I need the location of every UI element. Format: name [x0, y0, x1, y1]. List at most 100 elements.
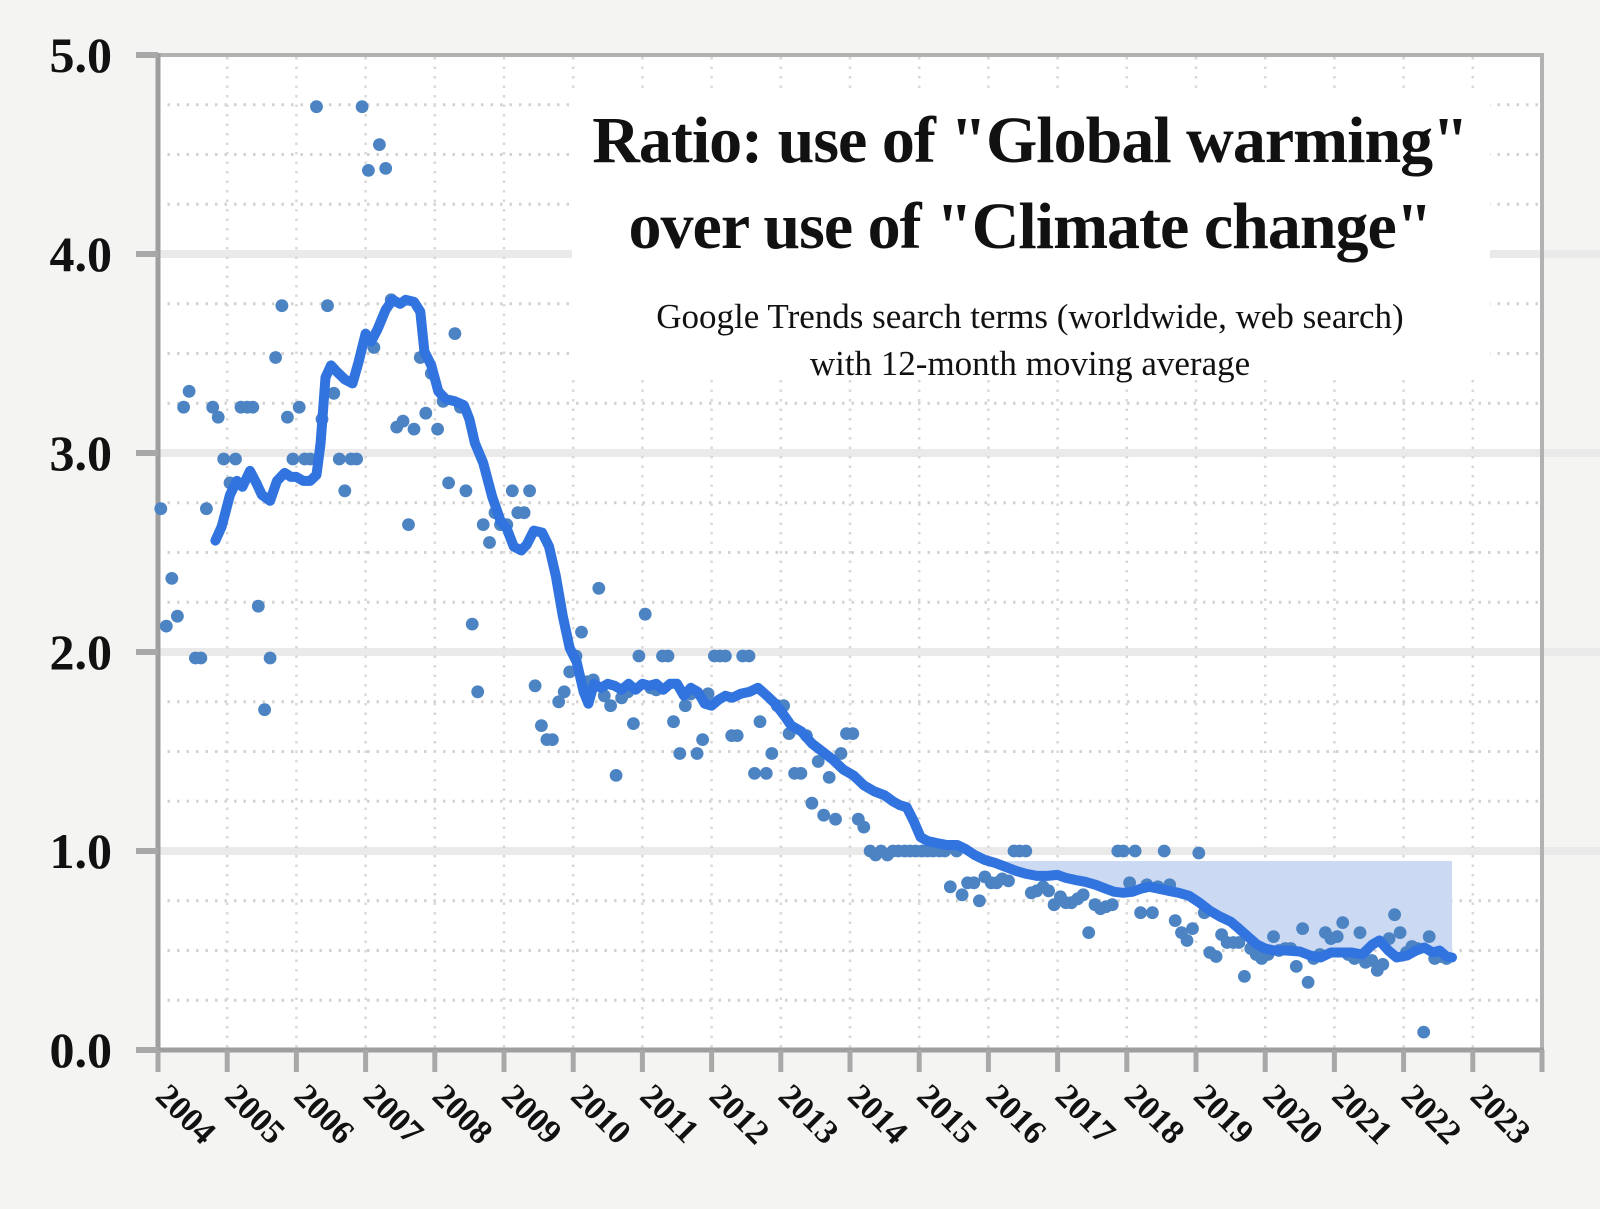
y-tick-label-3.0: 3.0 [50, 425, 113, 481]
scatter-point [557, 685, 571, 699]
y-tick-labels: 0.0 1.0 2.0 3.0 4.0 5.0 [50, 27, 113, 1078]
scatter-point [1128, 844, 1142, 858]
x-tick-label-2021: 2021 [1325, 1077, 1399, 1151]
x-tick-label-2009: 2009 [494, 1077, 568, 1151]
scatter-point [632, 649, 646, 663]
x-tick-label-2006: 2006 [287, 1077, 361, 1151]
scatter-point [1180, 934, 1194, 947]
scatter-point [846, 727, 860, 740]
scatter-point [822, 771, 836, 784]
x-tick-label-2007: 2007 [356, 1077, 430, 1151]
scatter-point [1123, 876, 1136, 890]
scatter-point [1417, 1025, 1431, 1039]
scatter-point [748, 767, 761, 780]
scatter-point [552, 695, 566, 709]
x-tick-label-2011: 2011 [633, 1077, 706, 1150]
scatter-point [332, 452, 346, 466]
x-tick-label-2017: 2017 [1048, 1077, 1122, 1151]
x-tick-label-2008: 2008 [425, 1077, 499, 1151]
scatter-point [528, 679, 542, 693]
scatter-point [286, 452, 300, 466]
chart-subtitle-line-2: with 12-month moving average [809, 344, 1251, 383]
scatter-point [1388, 908, 1401, 922]
scatter-point [373, 138, 386, 152]
y-tick-label-0.0: 0.0 [50, 1022, 113, 1078]
y-tick-label-2.0: 2.0 [50, 624, 113, 680]
scatter-point [177, 400, 191, 414]
scatter-point [321, 299, 334, 313]
scatter-point [1336, 916, 1350, 929]
scatter-point [943, 880, 957, 894]
scatter-point [696, 733, 709, 746]
scatter-point [759, 767, 773, 780]
scatter-point [402, 518, 415, 531]
scatter-point [1267, 930, 1280, 943]
scatter-point [217, 452, 231, 466]
scatter-point [667, 715, 680, 729]
x-tick-label-2016: 2016 [979, 1077, 1053, 1151]
scatter-point [206, 400, 220, 414]
scatter-point [258, 703, 271, 717]
scatter-point [673, 747, 687, 760]
scatter-point [1076, 888, 1090, 902]
scatter-point [292, 400, 306, 414]
x-tick-label-2018: 2018 [1117, 1077, 1191, 1151]
scatter-point [338, 484, 352, 498]
scatter-point [350, 452, 363, 466]
scatter-point [627, 717, 640, 730]
chart-title: Ratio: use of "Global warming" over use … [520, 98, 1540, 270]
scatter-point [1116, 844, 1130, 858]
scatter-point [604, 699, 617, 713]
scatter-point [742, 649, 756, 663]
scatter-point [973, 894, 986, 908]
scatter-point [229, 452, 242, 466]
scatter-point [165, 572, 179, 585]
scatter-point [661, 649, 675, 663]
scatter-point [794, 767, 808, 780]
scatter-point [857, 820, 871, 834]
scatter-point [407, 422, 421, 436]
x-tick-label-2004: 2004 [148, 1077, 222, 1151]
scatter-point [535, 719, 548, 732]
scatter-point [154, 502, 168, 516]
scatter-point [967, 876, 981, 890]
y-tick-label-1.0: 1.0 [50, 823, 113, 879]
scatter-point [811, 755, 825, 768]
scatter-point [1105, 898, 1119, 912]
major-gridline-3.0 [155, 449, 1600, 457]
scatter-point [834, 747, 848, 760]
scatter-point [1330, 930, 1344, 943]
scatter-point [251, 599, 265, 613]
scatter-point [955, 888, 969, 902]
scatter-point [829, 812, 842, 826]
chart-subtitle: Google Trends search terms (worldwide, w… [520, 293, 1540, 387]
axes [136, 53, 1544, 1053]
scatter-point [523, 484, 536, 498]
scatter-point [269, 351, 282, 364]
scatter-point [1353, 926, 1367, 939]
scatter-point [546, 733, 559, 746]
x-tick-label-2023: 2023 [1463, 1077, 1537, 1151]
scatter-point [327, 386, 341, 400]
scatter-point [805, 796, 819, 810]
scatter-point [1082, 926, 1096, 939]
x-tick-label-2010: 2010 [564, 1077, 638, 1151]
scatter-point [1192, 846, 1206, 860]
scatter-point [678, 699, 692, 713]
scatter-point [638, 607, 652, 621]
scatter-point [1134, 906, 1147, 920]
scatter-point [1168, 914, 1182, 927]
scatter-point [1002, 874, 1015, 888]
year-gridlines [225, 57, 1475, 1048]
chart-title-line-2: over use of "Climate change" [628, 190, 1433, 263]
scatter-point [1209, 950, 1223, 963]
scatter-point [182, 384, 196, 398]
x-tick-label-2014: 2014 [840, 1077, 914, 1151]
x-tick-label-2020: 2020 [1256, 1077, 1330, 1151]
scatter-point [1019, 844, 1033, 858]
scatter-point [1393, 926, 1407, 939]
scatter-point [362, 164, 375, 177]
scatter-point [517, 506, 531, 520]
scatter-point [753, 715, 767, 729]
